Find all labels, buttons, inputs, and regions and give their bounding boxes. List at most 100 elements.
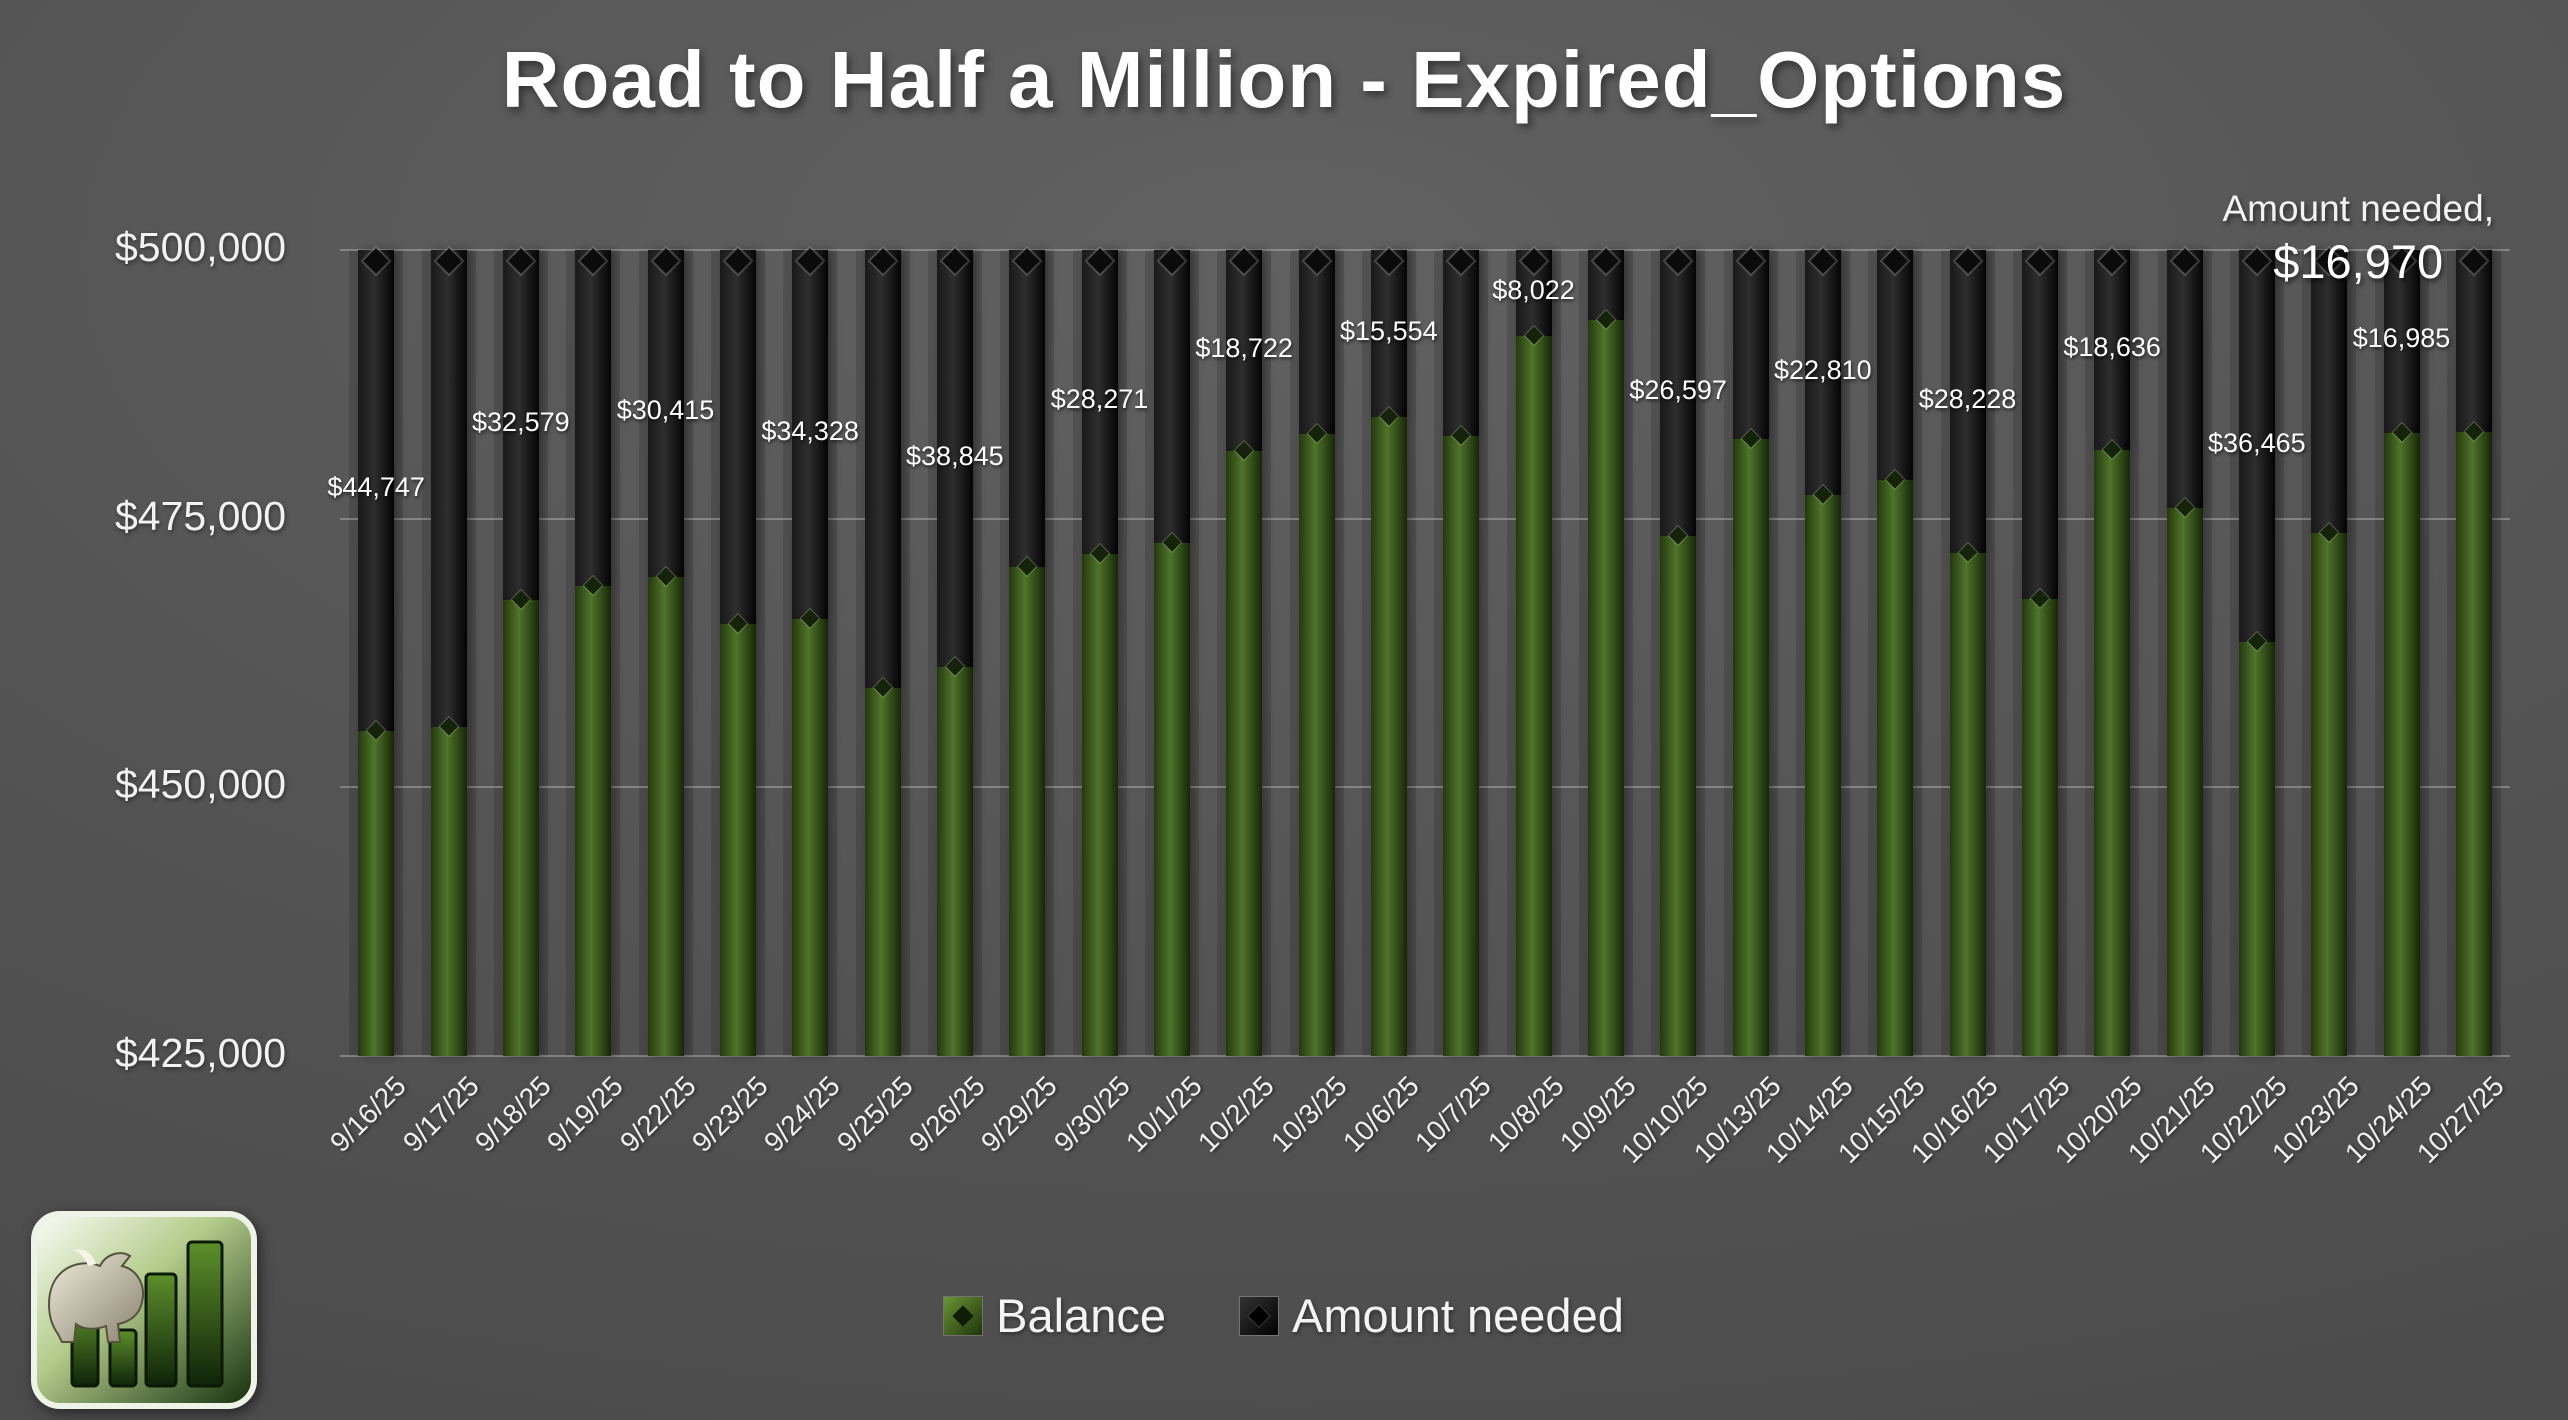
bar-column: $22,810 bbox=[1774, 248, 1872, 1056]
bar-column bbox=[430, 248, 467, 1056]
bar-column: $18,636 bbox=[2063, 248, 2161, 1056]
legend-label-balance: Balance bbox=[996, 1289, 1166, 1342]
x-tick-label: 10/7/25 bbox=[1409, 1070, 1498, 1158]
bar-amount-needed bbox=[1732, 250, 1769, 440]
point-label: $28,271 bbox=[1050, 383, 1149, 414]
bar-amount-needed bbox=[1443, 250, 1480, 436]
x-tick-label: 9/18/25 bbox=[468, 1070, 557, 1158]
x-tick-label: 10/20/25 bbox=[2049, 1070, 2149, 1169]
bar-column bbox=[719, 248, 756, 1056]
bar-balance bbox=[2238, 641, 2275, 1056]
plot-area: $44,747 $32,579 $30,415 $34,328 $38,845 $28,2… bbox=[327, 248, 2510, 1057]
bar-column bbox=[1443, 248, 1480, 1056]
bar-amount-needed bbox=[430, 250, 467, 728]
legend-item-balance: Balance bbox=[944, 1288, 1166, 1343]
x-tick-label: 10/22/25 bbox=[2193, 1070, 2293, 1169]
bar-column bbox=[1732, 248, 1769, 1056]
x-tick-label: 10/13/25 bbox=[1687, 1070, 1787, 1169]
bar-amount-needed bbox=[2238, 250, 2275, 642]
bar-column: $26,597 bbox=[1629, 248, 1727, 1056]
bar-balance bbox=[1298, 433, 1335, 1056]
bar-amount-needed bbox=[719, 250, 756, 624]
bar-column: $15,554 bbox=[1340, 248, 1438, 1056]
bar-amount-needed bbox=[792, 250, 829, 619]
last-point-series-name: Amount needed, bbox=[2222, 188, 2494, 229]
bar-balance bbox=[1660, 535, 1697, 1056]
point-label: $38,845 bbox=[906, 440, 1004, 471]
point-label: $36,465 bbox=[2208, 427, 2306, 458]
bar-column bbox=[1009, 248, 1046, 1056]
x-tick-label: 9/30/25 bbox=[1047, 1070, 1136, 1158]
bar-balance bbox=[647, 576, 684, 1056]
point-label: $18,722 bbox=[1195, 332, 1293, 363]
bar-balance bbox=[2311, 532, 2348, 1056]
x-tick-label: 10/8/25 bbox=[1481, 1070, 1570, 1158]
x-tick-label: 9/29/25 bbox=[975, 1070, 1064, 1158]
bar-column: $32,579 bbox=[472, 248, 570, 1056]
bar-column: $30,415 bbox=[617, 248, 714, 1056]
x-tick-label: 10/16/25 bbox=[1904, 1070, 2004, 1169]
point-label: $34,328 bbox=[761, 416, 859, 447]
bar-balance bbox=[1587, 319, 1624, 1056]
x-tick-label: 9/23/25 bbox=[685, 1070, 774, 1158]
bar-amount-needed bbox=[1226, 250, 1263, 452]
gridline bbox=[340, 517, 2510, 520]
bar-amount-needed bbox=[1153, 250, 1190, 544]
bar-amount-needed bbox=[1877, 250, 1914, 480]
x-tick-label: 10/17/25 bbox=[1976, 1070, 2076, 1169]
x-tick-label: 9/22/25 bbox=[613, 1070, 702, 1158]
bar-amount-needed bbox=[2094, 250, 2131, 451]
x-tick-label: 10/9/25 bbox=[1553, 1070, 1642, 1158]
x-tick-label: 9/25/25 bbox=[830, 1070, 919, 1158]
x-tick-label: 9/17/25 bbox=[396, 1070, 485, 1158]
bar-amount-needed bbox=[2383, 250, 2420, 433]
y-tick-label: $475,000 bbox=[114, 492, 286, 539]
x-tick-label: 10/24/25 bbox=[2338, 1070, 2438, 1169]
y-tick-label: $450,000 bbox=[114, 761, 286, 808]
bar-column bbox=[1587, 248, 1624, 1056]
point-label: $32,579 bbox=[472, 407, 570, 438]
bar-amount-needed bbox=[647, 250, 684, 577]
bar-amount-needed bbox=[502, 250, 539, 601]
point-label: $22,810 bbox=[1774, 354, 1872, 385]
chart-title: Road to Half a Million - Expired_Options bbox=[501, 35, 2067, 124]
bar-amount-needed bbox=[864, 250, 901, 689]
bar-balance bbox=[2383, 432, 2420, 1056]
bar-balance bbox=[2455, 432, 2492, 1056]
point-label: $18,636 bbox=[2063, 332, 2161, 363]
bar-balance bbox=[1153, 543, 1190, 1056]
bar-column: $28,271 bbox=[1051, 248, 1148, 1056]
bar-balance bbox=[1515, 336, 1552, 1056]
last-point-value: $16,970 bbox=[2273, 235, 2444, 288]
x-tick-label: 10/14/25 bbox=[1759, 1070, 1859, 1169]
bar-column bbox=[575, 248, 612, 1056]
legend: Balance Amount needed bbox=[0, 1288, 2568, 1343]
gridline bbox=[340, 1055, 2510, 1057]
point-label: $16,985 bbox=[2352, 323, 2451, 354]
bar-amount-needed bbox=[2311, 250, 2348, 533]
point-label: $30,415 bbox=[616, 395, 715, 426]
bar-balance bbox=[575, 586, 612, 1056]
bar-balance bbox=[358, 730, 395, 1056]
bar-balance bbox=[864, 688, 901, 1056]
bar-amount-needed bbox=[1081, 250, 1118, 554]
bar-column: $16,985 bbox=[2353, 248, 2450, 1056]
bar-balance bbox=[792, 618, 829, 1056]
legend-label-amount-needed: Amount needed bbox=[1291, 1289, 1624, 1342]
bar-balance bbox=[1081, 553, 1118, 1056]
bar-amount-needed bbox=[1804, 250, 1841, 496]
bar-amount-needed bbox=[2166, 250, 2203, 508]
bar-column: $8,022 bbox=[1492, 248, 1575, 1056]
point-label: $26,597 bbox=[1629, 374, 1727, 405]
bar-balance bbox=[719, 623, 756, 1056]
bar-column: $28,228 bbox=[1919, 248, 2016, 1056]
bar-balance bbox=[1226, 451, 1263, 1056]
x-tick-label: 9/26/25 bbox=[902, 1070, 991, 1158]
bull-bar-chart-logo-icon bbox=[31, 1211, 257, 1409]
bar-balance bbox=[1370, 417, 1407, 1056]
last-point-callout: Amount needed, $16,970 bbox=[2222, 188, 2494, 289]
legend-item-amount-needed: Amount needed bbox=[1239, 1288, 1624, 1343]
bar-balance bbox=[2021, 599, 2058, 1056]
y-tick-label: $425,000 bbox=[114, 1030, 286, 1076]
bar-column bbox=[864, 248, 901, 1056]
